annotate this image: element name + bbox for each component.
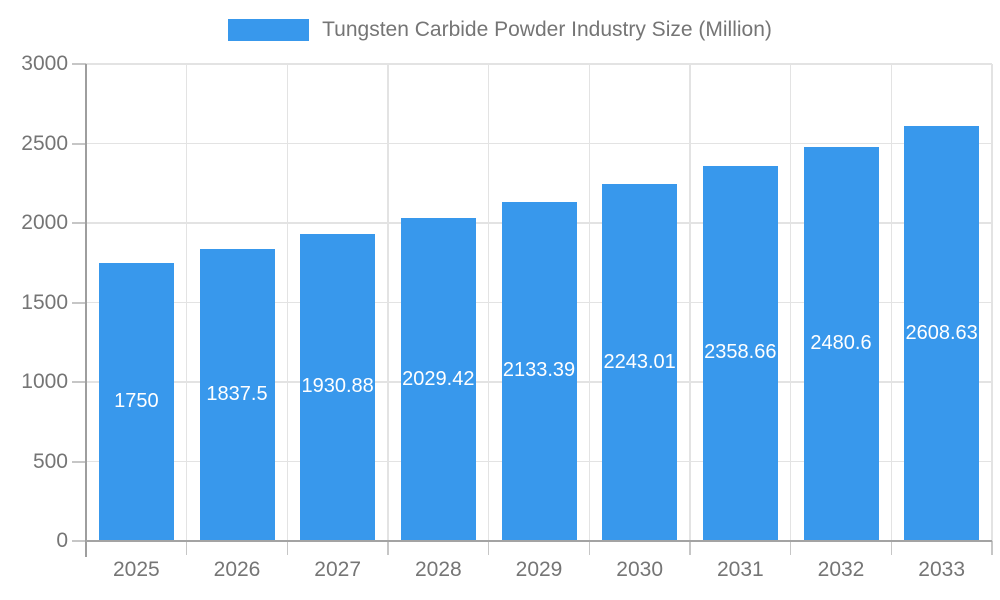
- y-gridline-3000: [86, 63, 992, 65]
- x-axis-tick-6: [689, 541, 691, 555]
- bar-value-label-2026: 1837.5: [206, 382, 268, 405]
- y-tick-500: [72, 460, 86, 463]
- x-axis-label-2029: 2029: [515, 558, 563, 581]
- x-gridline-2: [286, 64, 289, 541]
- y-tick-0: [72, 540, 86, 542]
- legend-series-swatch: [228, 19, 310, 41]
- x-axis-tick-1: [185, 541, 188, 555]
- x-axis-label-2025: 2025: [112, 558, 160, 581]
- x-gridline-9: [991, 64, 993, 541]
- bar-value-label-2032: 2480.6: [810, 331, 872, 354]
- x-gridline-5: [588, 64, 591, 541]
- y-tick-1500: [72, 301, 86, 304]
- y-axis-label-0: 0: [56, 529, 68, 552]
- x-axis-label-2033: 2033: [918, 558, 966, 581]
- x-axis-tick-5: [588, 541, 591, 555]
- x-axis-label-2031: 2031: [716, 558, 764, 581]
- y-tick-2000: [72, 222, 86, 224]
- y-axis-label-3000: 3000: [21, 52, 68, 75]
- bar-2033[interactable]: 2608.63: [904, 126, 980, 540]
- x-gridline-1: [185, 64, 188, 541]
- bar-2026[interactable]: 1837.5: [199, 248, 275, 540]
- bar-value-label-2028: 2029.42: [402, 367, 475, 390]
- bar-2032[interactable]: 2480.6: [803, 146, 879, 540]
- x-axis-label-2026: 2026: [213, 558, 261, 581]
- bar-2030[interactable]: 2243.01: [602, 184, 678, 540]
- bar-2025[interactable]: 1750: [98, 262, 174, 540]
- y-axis-label-2000: 2000: [21, 211, 68, 234]
- x-axis-label-2032: 2032: [817, 558, 865, 581]
- y-axis-line: [85, 64, 87, 557]
- legend-series-label: Tungsten Carbide Powder Industry Size (M…: [322, 18, 772, 41]
- bar-value-label-2029: 2133.39: [502, 359, 576, 382]
- chart-legend: Tungsten Carbide Powder Industry Size (M…: [0, 18, 1000, 42]
- bar-value-label-2030: 2243.01: [603, 350, 676, 373]
- y-axis-label-500: 500: [32, 449, 68, 473]
- x-axis-tick-7: [789, 541, 792, 555]
- x-axis-tick-8: [890, 541, 893, 555]
- y-axis-label-1000: 1000: [21, 370, 68, 393]
- bar-2027[interactable]: 1930.88: [300, 233, 376, 540]
- y-tick-2500: [72, 142, 86, 145]
- x-axis-tick-3: [387, 541, 389, 555]
- bar-value-label-2031: 2358.66: [704, 341, 777, 364]
- x-axis-baseline: [86, 540, 992, 542]
- x-gridline-6: [689, 64, 691, 541]
- bar-value-label-2027: 1930.88: [301, 375, 374, 398]
- bar-2029[interactable]: 2133.39: [501, 201, 577, 540]
- y-gridline-2500: [86, 142, 992, 145]
- y-tick-3000: [72, 63, 86, 65]
- x-axis-label-2028: 2028: [414, 558, 462, 581]
- x-gridline-8: [890, 64, 893, 541]
- y-axis-label-2500: 2500: [21, 131, 68, 155]
- bar-value-label-2033: 2608.63: [905, 321, 978, 344]
- x-gridline-4: [487, 64, 490, 541]
- x-axis-label-2030: 2030: [616, 558, 664, 581]
- y-tick-1000: [72, 381, 86, 383]
- bar-2028[interactable]: 2029.42: [400, 218, 476, 540]
- x-gridline-7: [789, 64, 792, 541]
- x-axis-tick-2: [286, 541, 289, 555]
- x-axis-tick-4: [487, 541, 490, 555]
- legend-item[interactable]: Tungsten Carbide Powder Industry Size (M…: [228, 18, 772, 42]
- bar-value-label-2025: 1750: [114, 389, 159, 412]
- bar-2031[interactable]: 2358.66: [702, 165, 778, 540]
- x-gridline-3: [387, 64, 389, 541]
- x-axis-tick-9: [991, 541, 993, 555]
- x-axis-label-2027: 2027: [314, 558, 362, 581]
- y-axis-label-1500: 1500: [21, 290, 68, 314]
